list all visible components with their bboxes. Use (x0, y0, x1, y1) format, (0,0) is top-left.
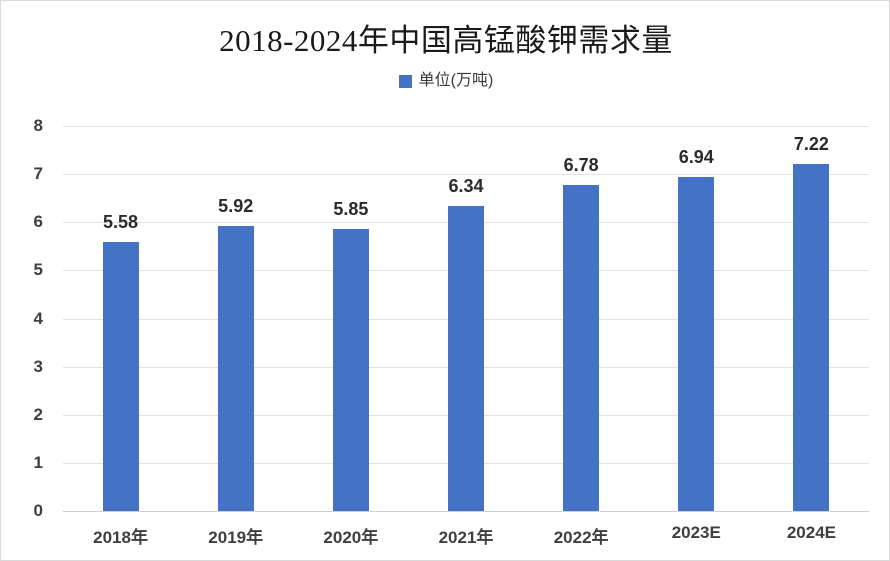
x-axis-tick-label: 2021年 (438, 528, 494, 547)
chart-title: 2018-2024年中国高锰酸钾需求量 (219, 23, 673, 58)
bar-value-label: 5.85 (333, 199, 369, 220)
bar[interactable] (678, 177, 715, 511)
bar[interactable] (102, 242, 139, 511)
y-axis-tick-label: 0 (33, 501, 43, 520)
bar-group[interactable]: 5.58 (63, 126, 178, 511)
bar-value-label: 5.58 (103, 212, 139, 233)
bar-value-label: 6.94 (678, 147, 714, 168)
x-axis: 2018年 2019年 2020年 2021年 2022年 2023E 2024E (63, 515, 869, 555)
bar-group[interactable]: 6.34 (408, 126, 523, 511)
y-axis-tick-label: 4 (33, 308, 43, 328)
legend-entry-label: 单位(万吨) (418, 72, 494, 89)
bar[interactable] (793, 163, 830, 511)
bar-group[interactable]: 6.94 (639, 126, 754, 511)
y-axis-tick-label: 7 (33, 164, 43, 184)
y-axis-tick-label: 3 (33, 356, 43, 376)
gridline (63, 174, 869, 176)
bar-group[interactable]: 6.78 (524, 126, 639, 511)
bar[interactable] (447, 205, 484, 511)
y-axis-tick-label: 5 (33, 260, 43, 280)
chart-legend: 单位(万吨) (1, 72, 889, 89)
x-axis-tick-label: 2022年 (553, 528, 609, 547)
bar[interactable] (332, 229, 369, 511)
bar-group[interactable]: 5.92 (178, 126, 293, 511)
legend-swatch-icon (398, 74, 412, 88)
bar-value-label: 6.34 (448, 175, 484, 196)
bar-value-label: 5.92 (218, 196, 254, 217)
y-axis-tick-label: 8 (33, 116, 43, 135)
bar-group[interactable]: 5.85 (293, 126, 408, 511)
bar[interactable] (217, 226, 254, 511)
y-axis: 8 7 6 5 4 3 2 1 0 (1, 116, 53, 520)
bar-value-label: 6.78 (563, 154, 599, 175)
x-axis-tick-label: 2023E (671, 523, 721, 542)
y-axis-tick-label: 2 (33, 404, 43, 424)
bar-value-label: 7.22 (793, 133, 829, 154)
gridline (63, 126, 869, 127)
x-axis-tick-label: 2024E (786, 523, 837, 542)
x-axis-tick-label: 2020年 (323, 528, 379, 547)
gridline (63, 511, 869, 512)
x-axis-tick-label: 2019年 (208, 528, 264, 547)
y-axis-tick-label: 1 (33, 452, 43, 472)
y-axis-tick-label: 6 (33, 212, 43, 232)
bar[interactable] (563, 184, 600, 511)
x-axis-tick-label: 2018年 (93, 528, 148, 547)
bar-group[interactable]: 7.22 (754, 126, 869, 511)
plot-area: 5.58 5.92 5.85 6.34 6.78 6.94 7.22 (63, 126, 869, 512)
